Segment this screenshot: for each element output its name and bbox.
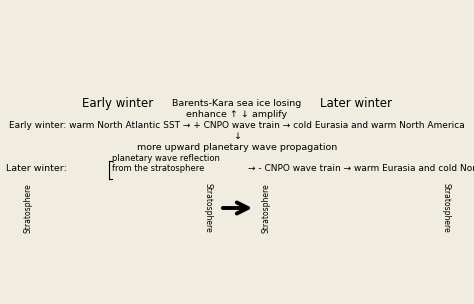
Ellipse shape — [99, 185, 107, 195]
Text: Later winter: Later winter — [320, 97, 392, 110]
Polygon shape — [371, 161, 427, 244]
Text: planetary wave reflection: planetary wave reflection — [112, 154, 220, 163]
Text: Early winter: Early winter — [82, 97, 154, 110]
Polygon shape — [145, 158, 188, 197]
Polygon shape — [289, 143, 340, 247]
Circle shape — [144, 164, 156, 176]
Polygon shape — [372, 163, 410, 196]
Polygon shape — [44, 156, 89, 242]
Text: Stratosphere: Stratosphere — [24, 183, 33, 233]
Text: Stratosphere: Stratosphere — [203, 183, 212, 233]
Text: Stratosphere: Stratosphere — [441, 183, 450, 233]
Circle shape — [261, 113, 451, 303]
Circle shape — [281, 133, 431, 283]
Text: Later winter:: Later winter: — [6, 164, 70, 173]
Circle shape — [23, 113, 213, 303]
Polygon shape — [149, 157, 188, 183]
Polygon shape — [65, 156, 91, 189]
Text: Barents-Kara sea ice losing: Barents-Kara sea ice losing — [173, 99, 301, 108]
Text: more upward planetary wave propagation: more upward planetary wave propagation — [137, 143, 337, 152]
FancyBboxPatch shape — [0, 103, 474, 304]
Text: Stratosphere: Stratosphere — [262, 183, 271, 233]
Polygon shape — [311, 194, 346, 237]
Circle shape — [43, 133, 193, 283]
Text: Early winter: warm North Atlantic SST → + CNPO wave train → cold Eurasia and war: Early winter: warm North Atlantic SST → … — [9, 121, 465, 130]
Text: ↓: ↓ — [233, 132, 241, 141]
Text: → - CNPO wave train → warm Eurasia and cold North America: → - CNPO wave train → warm Eurasia and c… — [248, 164, 474, 173]
Polygon shape — [132, 157, 181, 233]
Text: enhance ↑ ↓ amplify: enhance ↑ ↓ amplify — [186, 110, 288, 119]
Text: from the stratosphere: from the stratosphere — [112, 164, 204, 174]
Polygon shape — [326, 164, 347, 195]
Ellipse shape — [103, 191, 113, 205]
